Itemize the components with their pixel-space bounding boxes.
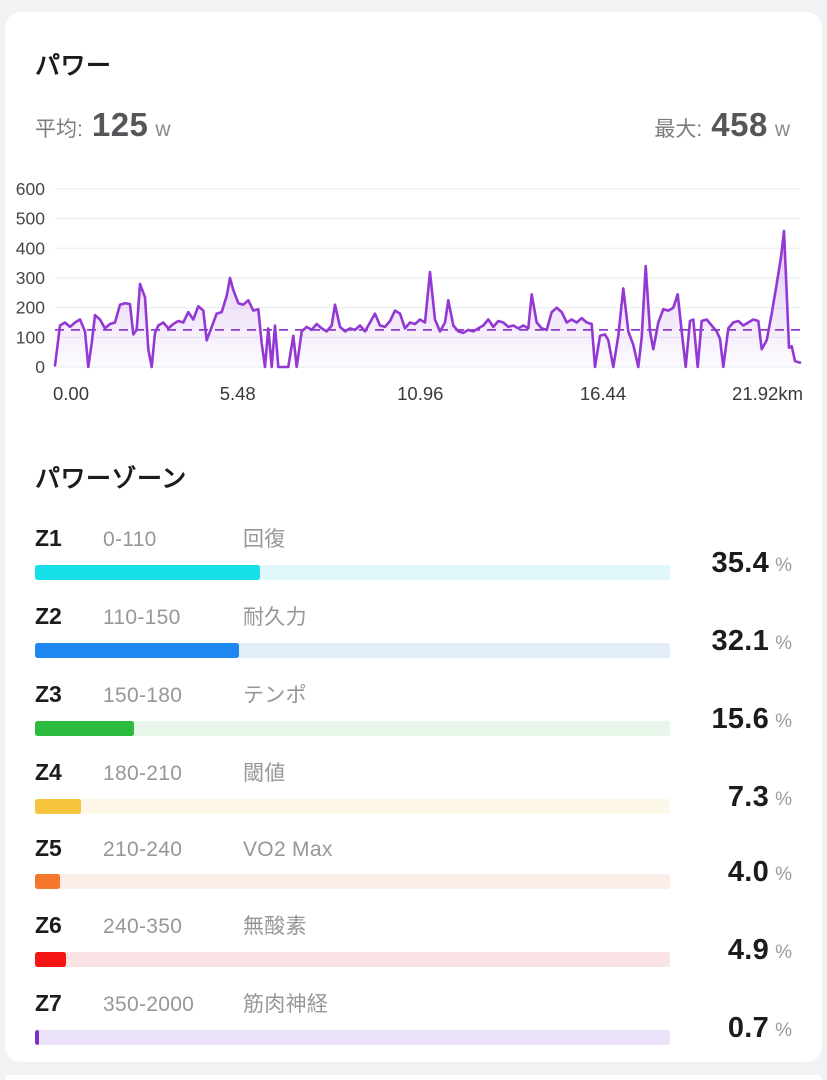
zone-percent: 15.6 % [670, 679, 792, 736]
power-zones-title: パワーゾーン [35, 465, 187, 493]
zone-bar-track [35, 1030, 670, 1045]
max-value: 458 [711, 106, 768, 143]
svg-text:5.48: 5.48 [220, 383, 256, 404]
zone-percent-value: 15.6 [711, 703, 770, 735]
zone-percent: 32.1 % [670, 601, 792, 658]
zone-percent-unit: % [775, 555, 792, 576]
zone-bar-fill [35, 643, 239, 658]
zone-bar-fill [35, 1030, 40, 1045]
zone-bar-fill [35, 874, 61, 889]
zone-name: 無酸素 [243, 915, 307, 938]
zone-bar-track [35, 799, 670, 814]
zone-id: Z1 [35, 525, 62, 551]
svg-text:10.96: 10.96 [397, 383, 443, 404]
zone-range: 210-240 [103, 838, 183, 861]
zone-percent-value: 35.4 [711, 547, 770, 579]
zone-range: 240-350 [103, 915, 183, 938]
zone-percent-value: 4.9 [727, 934, 770, 966]
zone-percent-unit: % [775, 789, 792, 810]
svg-text:500: 500 [16, 209, 45, 229]
average-power-stat: 平均: 125 w [35, 106, 171, 144]
zone-row-z2: Z2 110-150 耐久力 32.1 % [35, 601, 792, 658]
zone-percent-unit: % [775, 633, 792, 654]
svg-text:0.00: 0.00 [53, 383, 89, 404]
svg-text:300: 300 [16, 268, 45, 288]
zone-range: 180-210 [103, 762, 183, 785]
zone-percent: 4.9 % [670, 910, 792, 967]
zone-percent-unit: % [775, 864, 792, 885]
max-power-stat: 最大: 458 w [654, 106, 790, 144]
zone-bar-track [35, 643, 670, 658]
svg-text:0: 0 [35, 357, 45, 377]
zone-percent: 35.4 % [670, 523, 792, 580]
zone-id: Z4 [35, 759, 62, 785]
zone-percent: 0.7 % [670, 988, 792, 1045]
zone-name: 回復 [243, 528, 286, 551]
average-unit: w [155, 118, 171, 141]
power-line-chart[interactable]: 0 100 200 300 400 500 600 0.00 5.48 10.96 16.44 21.… [13, 170, 818, 410]
power-section-title: パワー [35, 52, 112, 80]
zone-percent: 7.3 % [670, 757, 792, 814]
zone-percent-value: 4.0 [727, 856, 770, 888]
svg-text:200: 200 [16, 298, 45, 318]
zone-percent-value: 32.1 [711, 625, 770, 657]
average-label: 平均: [35, 118, 83, 141]
zone-bar-track [35, 565, 670, 580]
zone-id: Z5 [35, 835, 62, 861]
zone-id: Z2 [35, 603, 62, 629]
zone-name: テンポ [243, 684, 307, 707]
power-zones-list: Z1 0-110 回復 35.4 % Z2 110-150 耐久力 [5, 523, 822, 1045]
max-label: 最大: [654, 118, 703, 141]
zone-range: 350-2000 [103, 993, 195, 1016]
zone-percent-value: 0.7 [727, 1012, 770, 1044]
zone-row-z7: Z7 350-2000 筋肉神経 0.7 % [35, 988, 792, 1045]
zone-row-z6: Z6 240-350 無酸素 4.9 % [35, 910, 792, 967]
zone-name: VO2 Max [243, 838, 333, 861]
svg-text:400: 400 [16, 238, 45, 258]
power-stats-row: 平均: 125 w 最大: 458 w [5, 106, 822, 144]
zone-percent-unit: % [775, 1020, 792, 1041]
zone-bar-track [35, 952, 670, 967]
max-unit: w [774, 118, 790, 141]
zone-name: 筋肉神経 [243, 993, 329, 1016]
next-card-top-edge [5, 1075, 822, 1080]
svg-text:21.92km: 21.92km [732, 383, 803, 404]
zone-bar-track [35, 721, 670, 736]
zone-row-z3: Z3 150-180 テンポ 15.6 % [35, 679, 792, 736]
zone-id: Z3 [35, 681, 62, 707]
zone-range: 0-110 [103, 528, 157, 551]
zone-row-z1: Z1 0-110 回復 35.4 % [35, 523, 792, 580]
zone-row-z5: Z5 210-240 VO2 Max 4.0 % [35, 835, 792, 889]
zone-id: Z7 [35, 990, 62, 1016]
zone-percent: 4.0 % [670, 835, 792, 889]
zone-name: 閾値 [243, 762, 286, 785]
zone-bar-fill [35, 952, 67, 967]
zone-percent-unit: % [775, 942, 792, 963]
zone-bar-track [35, 874, 670, 889]
zone-name: 耐久力 [243, 606, 307, 629]
average-value: 125 [91, 106, 149, 143]
zone-bar-fill [35, 799, 82, 814]
power-stats-card: パワー 平均: 125 w 最大: 458 w 0 100 200 300 400 500… [5, 12, 822, 1062]
zone-bar-fill [35, 565, 260, 580]
zone-percent-unit: % [775, 711, 792, 732]
zone-range: 150-180 [103, 684, 183, 707]
svg-text:600: 600 [16, 179, 45, 199]
zone-percent-value: 7.3 [727, 781, 770, 813]
zone-id: Z6 [35, 912, 62, 938]
zone-bar-fill [35, 721, 135, 736]
zone-range: 110-150 [103, 606, 181, 629]
svg-text:100: 100 [16, 327, 45, 347]
svg-text:16.44: 16.44 [580, 383, 626, 404]
zone-row-z4: Z4 180-210 閾値 7.3 % [35, 757, 792, 814]
power-chart-area: 0 100 200 300 400 500 600 0.00 5.48 10.96 16.44 21.… [5, 170, 822, 415]
